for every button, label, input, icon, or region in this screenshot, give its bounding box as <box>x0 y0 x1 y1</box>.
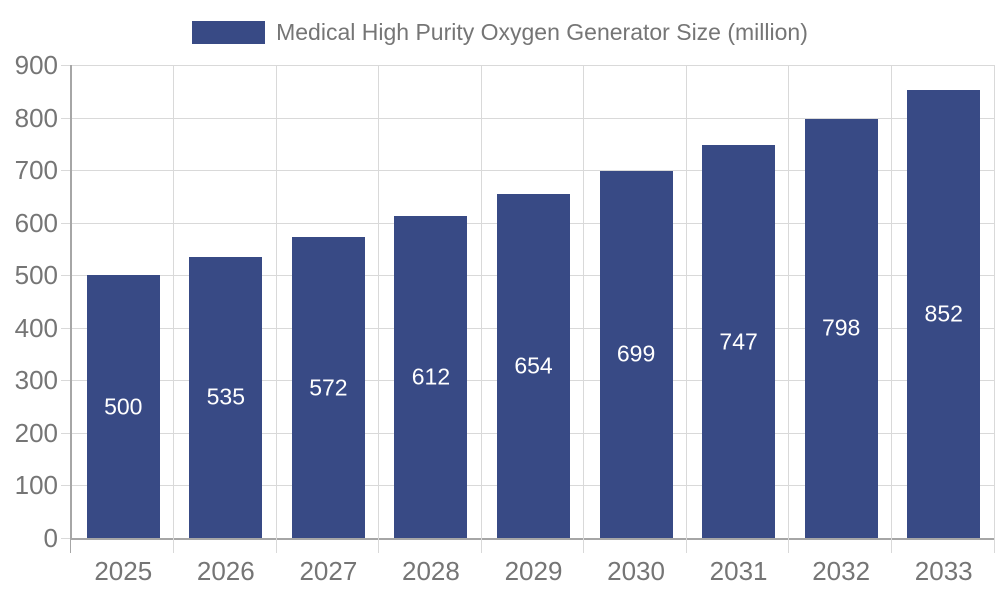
ytick-label-400: 400 <box>14 312 58 343</box>
ytick-mark-800 <box>61 117 70 119</box>
xtick-label-2033: 2033 <box>914 556 973 586</box>
bar-2030: 699 <box>599 170 673 538</box>
bar-value-label-2025: 500 <box>104 393 143 420</box>
ytick-mark-600 <box>61 222 70 224</box>
ytick-label-500: 500 <box>14 260 58 291</box>
gridline-x-4 <box>480 65 482 538</box>
gridline-x-7 <box>788 65 790 538</box>
ytick-mark-0 <box>61 538 70 539</box>
ytick-mark-300 <box>61 380 70 382</box>
xtick-mark-2 <box>275 538 277 553</box>
xtick-mark-1 <box>173 538 175 553</box>
xtick-label-2030: 2030 <box>607 556 665 586</box>
xtick-mark-3 <box>378 538 380 553</box>
ytick-label-0: 0 <box>43 523 58 553</box>
legend: Medical High Purity Oxygen Generator Siz… <box>0 16 1000 48</box>
ytick-label-900: 900 <box>14 50 58 80</box>
legend-swatch <box>192 20 266 44</box>
xtick-label-2028: 2028 <box>402 556 460 586</box>
bar-value-label-2031: 747 <box>719 328 758 355</box>
ytick-label-200: 200 <box>14 417 58 448</box>
gridline-x-8 <box>890 65 892 538</box>
bar-value-label-2028: 612 <box>411 363 451 390</box>
bar-value-label-2027: 572 <box>309 374 348 401</box>
ytick-label-100: 100 <box>14 470 58 501</box>
bar-2027: 572 <box>291 237 365 538</box>
bar-2032: 798 <box>804 118 878 538</box>
bar-2028: 612 <box>394 216 468 538</box>
ytick-mark-500 <box>61 275 70 277</box>
xtick-mark-9 <box>993 538 995 553</box>
gridline-x-3 <box>378 65 380 538</box>
bar-value-label-2026: 535 <box>206 383 246 410</box>
xtick-label-2032: 2032 <box>812 556 871 586</box>
gridline-x-6 <box>685 65 687 538</box>
xtick-mark-0 <box>70 538 71 553</box>
ytick-label-300: 300 <box>14 365 58 396</box>
bar-value-label-2032: 798 <box>821 314 861 341</box>
xtick-label-2029: 2029 <box>504 556 563 586</box>
xtick-mark-7 <box>788 538 790 553</box>
xtick-label-2031: 2031 <box>709 556 768 586</box>
gridline-x-2 <box>275 65 277 538</box>
bar-value-label-2033: 852 <box>924 300 963 327</box>
ytick-mark-100 <box>61 485 70 487</box>
ytick-label-700: 700 <box>14 155 58 186</box>
ytick-label-800: 800 <box>14 102 58 133</box>
bar-2025: 500 <box>86 275 160 538</box>
gridline-x-1 <box>173 65 175 538</box>
ytick-mark-400 <box>61 327 70 329</box>
gridline-y-700 <box>72 170 995 172</box>
xtick-mark-6 <box>685 538 687 553</box>
gridline-y-900 <box>72 65 995 66</box>
gridline-x-5 <box>583 65 585 538</box>
bar-value-label-2030: 699 <box>616 340 656 367</box>
ytick-mark-700 <box>61 170 70 172</box>
bar-2031: 747 <box>702 145 776 538</box>
ytick-mark-200 <box>61 432 70 434</box>
legend-label: Medical High Purity Oxygen Generator Siz… <box>276 18 808 45</box>
xtick-mark-8 <box>890 538 892 553</box>
plot-area: 0 100 200 300 400 500 600 700 800 900 500 2025 535 20… <box>15 52 995 584</box>
ytick-label-600: 600 <box>14 207 58 238</box>
xtick-mark-5 <box>583 538 585 553</box>
xtick-label-2026: 2026 <box>196 556 255 586</box>
gridline-x-9 <box>993 65 995 538</box>
bar-2029: 654 <box>497 194 570 538</box>
xtick-mark-4 <box>480 538 482 553</box>
ytick-mark-900 <box>61 65 70 66</box>
bar-2026: 535 <box>189 256 263 538</box>
xtick-label-2027: 2027 <box>299 556 358 586</box>
bar-value-label-2029: 654 <box>514 352 553 379</box>
gridline-y-800 <box>72 117 995 119</box>
bar-2033: 852 <box>907 90 981 538</box>
xtick-label-2025: 2025 <box>94 556 153 586</box>
